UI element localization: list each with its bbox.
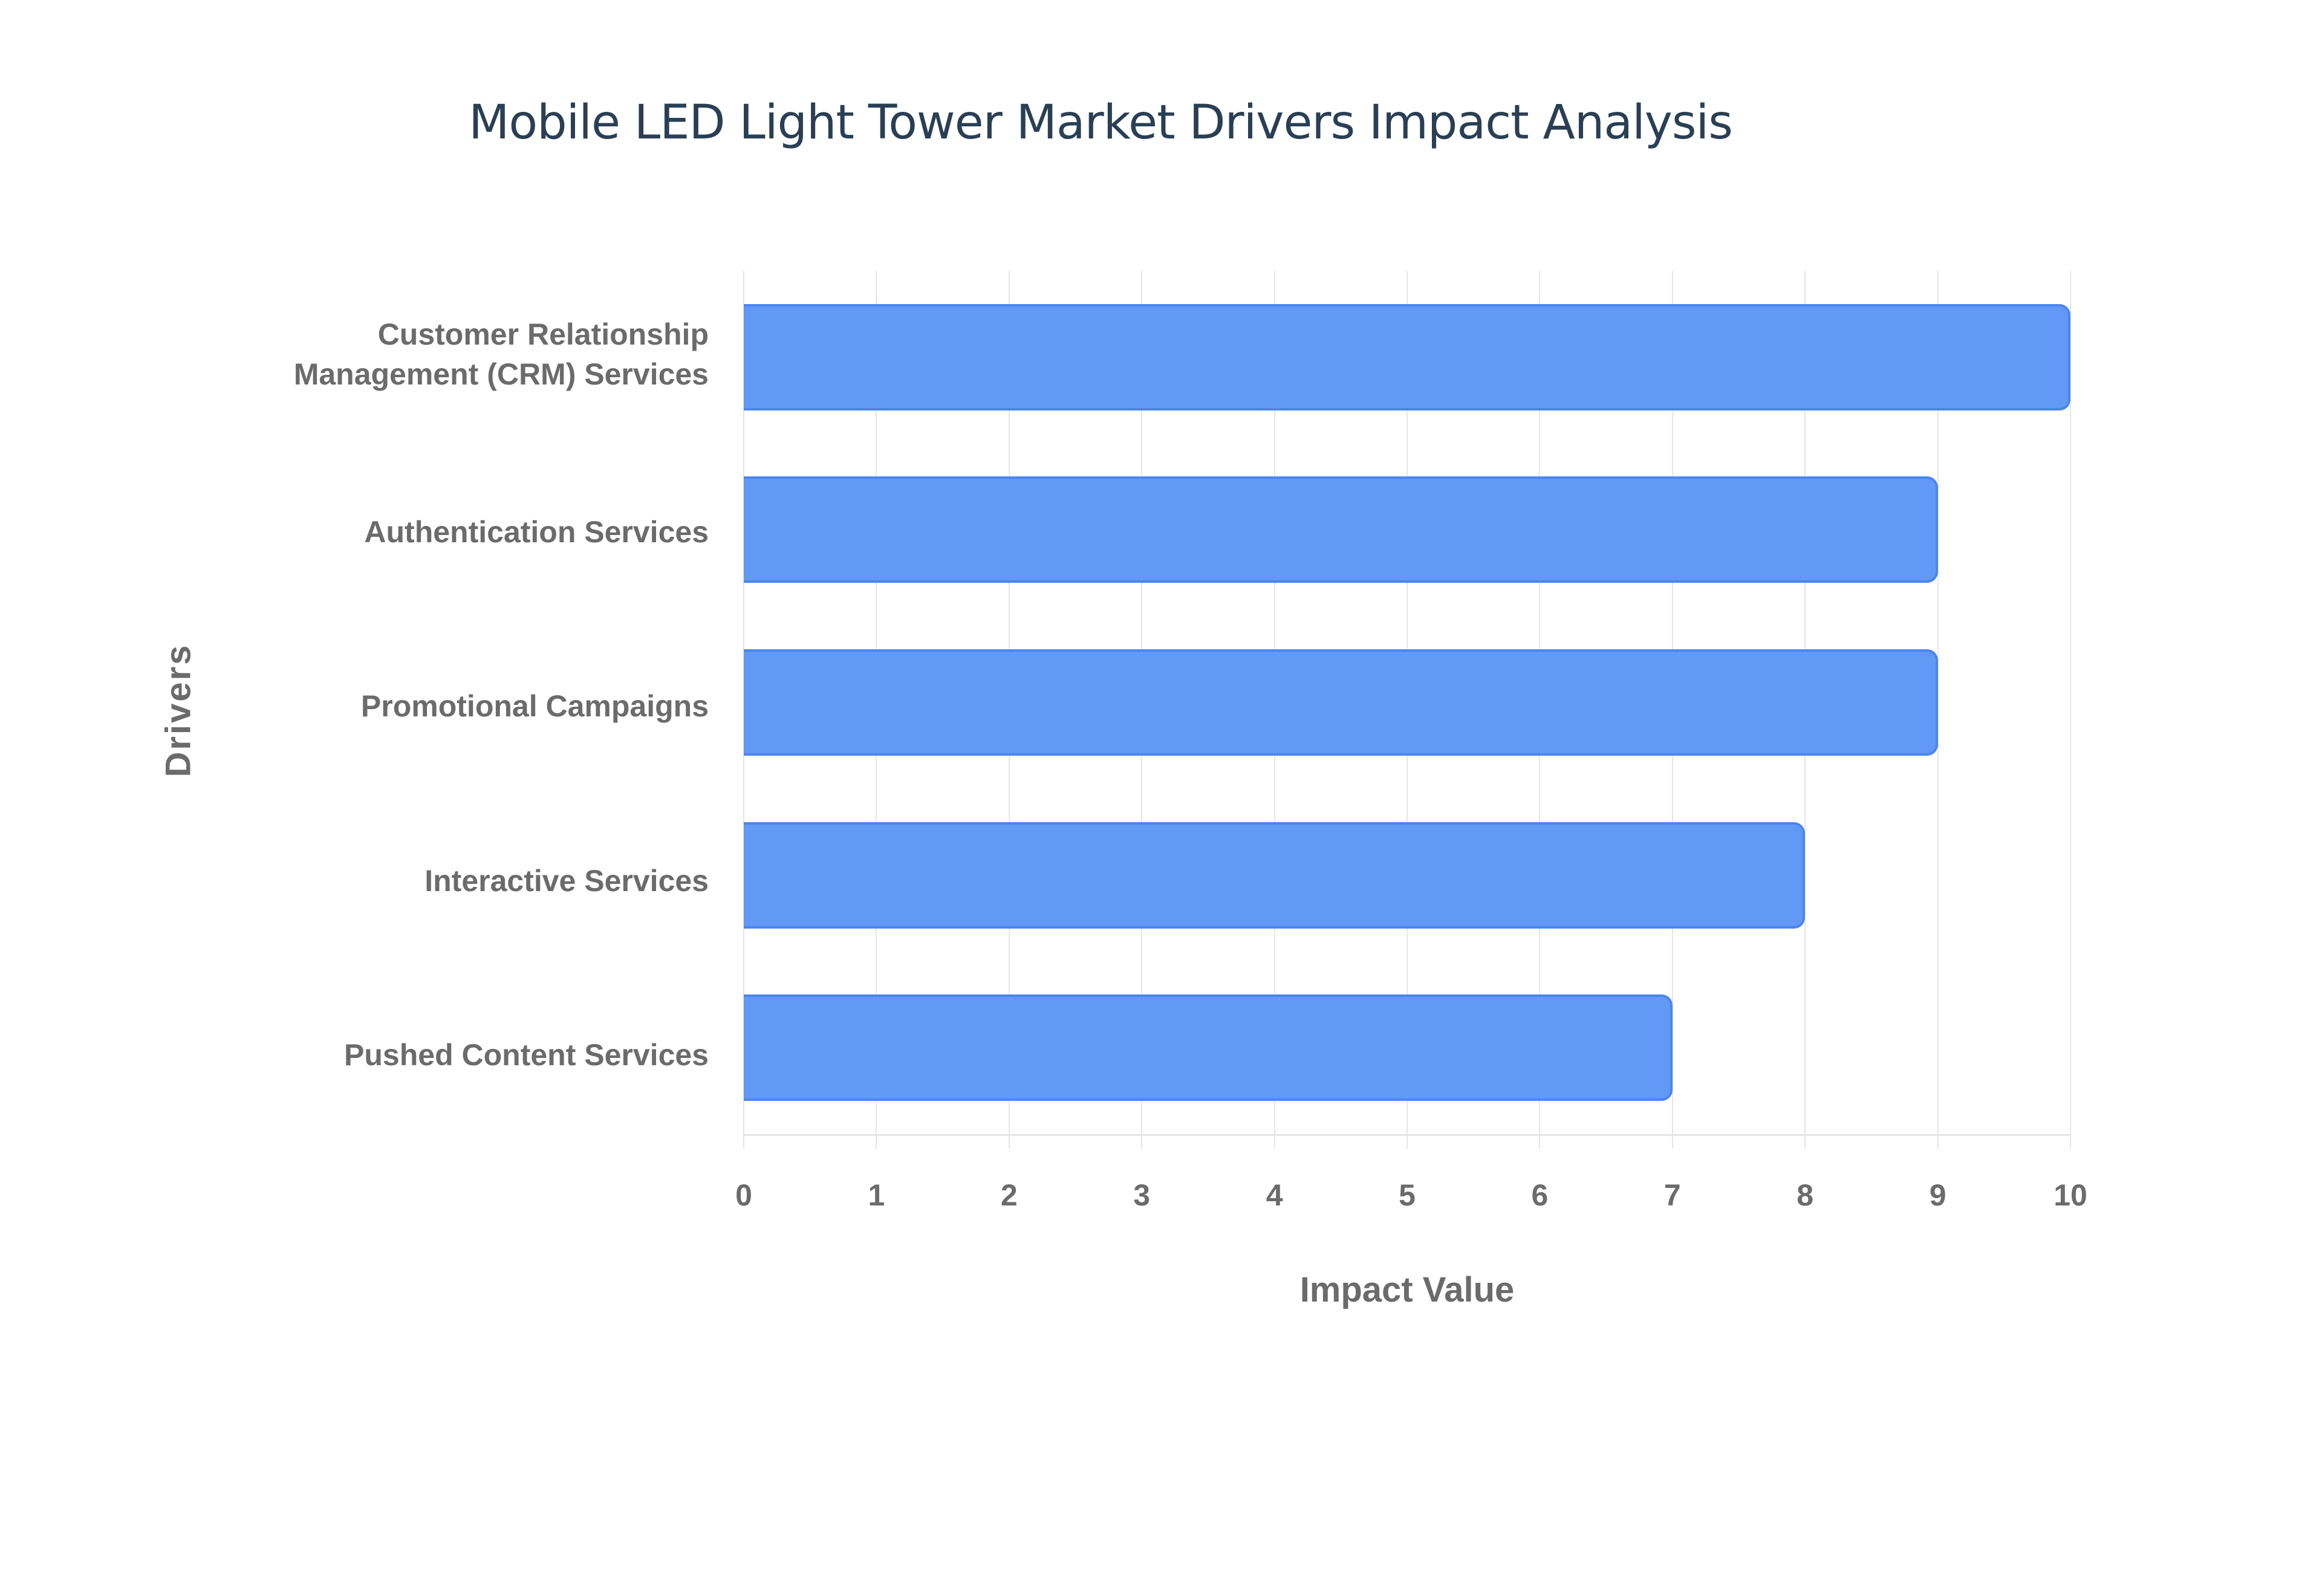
x-tick-label: 0 — [735, 1178, 752, 1212]
bar[interactable] — [744, 994, 1673, 1101]
bar[interactable] — [744, 476, 1938, 583]
chart-title: Mobile LED Light Tower Market Drivers Im… — [469, 96, 1733, 150]
x-tick-label: 10 — [2054, 1178, 2087, 1212]
gridline-9 — [1937, 271, 1939, 1149]
x-tick-label: 7 — [1663, 1178, 1681, 1212]
x-tick-label: 9 — [1929, 1178, 1946, 1212]
x-tick-label: 8 — [1797, 1178, 1814, 1212]
x-tick-label: 1 — [868, 1178, 885, 1212]
x-tick-label: 3 — [1133, 1178, 1151, 1212]
y-label-crm-line1: Customer Relationship — [377, 317, 709, 351]
y-label-crm-line2: Management (CRM) Services — [293, 357, 709, 391]
x-tick-label: 2 — [1000, 1178, 1018, 1212]
y-label-promotional: Promotional Campaigns — [360, 689, 709, 723]
x-tick-label: 5 — [1399, 1178, 1416, 1212]
y-label-pushed-content: Pushed Content Services — [344, 1038, 709, 1072]
gridline-10 — [2070, 271, 2071, 1149]
bar[interactable] — [744, 303, 2070, 410]
y-label-crm: Customer Relationship Management (CRM) S… — [164, 314, 709, 394]
plot-area — [743, 271, 2071, 1149]
x-axis-title: Impact Value — [1299, 1270, 1515, 1309]
x-tick-label: 6 — [1531, 1178, 1549, 1212]
x-tick-label: 4 — [1266, 1178, 1283, 1212]
y-label-interactive: Interactive Services — [424, 864, 709, 898]
bar[interactable] — [744, 649, 1938, 756]
y-label-authentication: Authentication Services — [364, 515, 709, 549]
bar[interactable] — [744, 822, 1806, 929]
